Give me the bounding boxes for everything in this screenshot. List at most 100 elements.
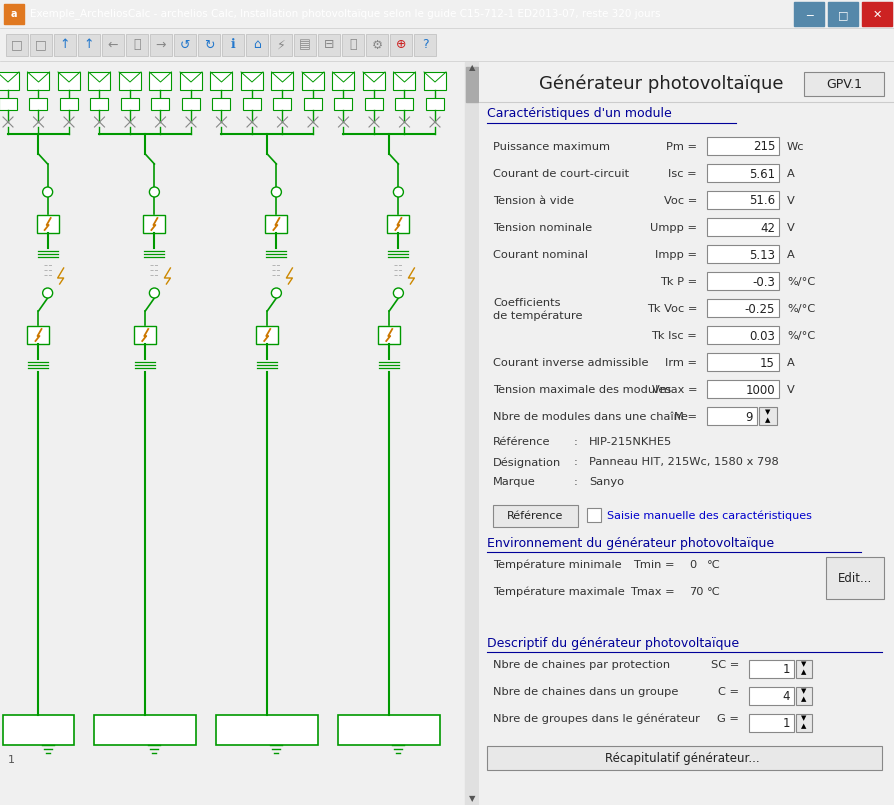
Text: Puissance maximum: Puissance maximum <box>493 142 610 152</box>
Text: °C: °C <box>707 560 721 570</box>
Bar <box>78 34 100 56</box>
Text: ─: ─ <box>805 10 813 20</box>
Bar <box>213 98 231 110</box>
Text: A: A <box>787 250 795 260</box>
Bar <box>426 98 444 110</box>
Text: Courant inverse admissible: Courant inverse admissible <box>493 358 648 368</box>
Text: ▲: ▲ <box>468 63 476 72</box>
Bar <box>243 98 261 110</box>
Text: G =: G = <box>717 714 739 724</box>
Text: 5.61: 5.61 <box>749 167 775 180</box>
Text: :: : <box>574 477 578 487</box>
Text: □: □ <box>838 10 848 20</box>
Text: ▼: ▼ <box>765 409 771 415</box>
Text: :: : <box>574 437 578 447</box>
Text: Générateur photovoltaïque: Générateur photovoltaïque <box>539 75 784 93</box>
Bar <box>270 34 292 56</box>
Text: V: V <box>787 223 795 233</box>
Text: ↺: ↺ <box>180 39 190 52</box>
Text: ⊟: ⊟ <box>324 39 334 52</box>
Text: ↑: ↑ <box>60 39 71 52</box>
Text: ✕: ✕ <box>873 10 881 20</box>
Text: ⚙: ⚙ <box>371 39 383 52</box>
Text: ▼: ▼ <box>801 715 806 721</box>
Text: ⊕: ⊕ <box>396 39 406 52</box>
Bar <box>3 715 74 745</box>
Text: Tk P =: Tk P = <box>660 277 697 287</box>
Bar <box>387 215 409 233</box>
Text: Tension à vide: Tension à vide <box>493 196 574 206</box>
Text: Impp =: Impp = <box>655 250 697 260</box>
Text: Coefficients: Coefficients <box>493 298 561 308</box>
Bar <box>180 72 202 90</box>
Text: Edit...: Edit... <box>838 572 873 584</box>
Text: ▼: ▼ <box>468 794 476 803</box>
Bar <box>257 326 278 344</box>
Text: ↑: ↑ <box>84 39 94 52</box>
Text: Isc =: Isc = <box>669 169 697 179</box>
Circle shape <box>149 187 159 197</box>
Text: Tmax =: Tmax = <box>630 587 675 597</box>
Bar <box>143 215 165 233</box>
Text: 215: 215 <box>753 141 775 154</box>
Text: :: : <box>574 457 578 467</box>
Bar <box>89 72 111 90</box>
Bar <box>60 98 78 110</box>
Bar <box>216 715 318 745</box>
Circle shape <box>272 288 282 298</box>
Text: ←: ← <box>108 39 118 52</box>
Circle shape <box>43 288 53 298</box>
Text: V: V <box>787 196 795 206</box>
Text: □: □ <box>11 39 23 52</box>
Bar <box>294 34 316 56</box>
Text: 70: 70 <box>689 587 704 597</box>
Bar <box>28 72 49 90</box>
Text: Tension nominale: Tension nominale <box>493 223 592 233</box>
Bar <box>0 98 17 110</box>
Bar <box>796 714 812 732</box>
Text: Caractéristiques d'un module: Caractéristiques d'un module <box>487 108 671 121</box>
Text: %/°C: %/°C <box>787 277 815 287</box>
Bar <box>28 326 49 344</box>
Bar <box>333 72 355 90</box>
Text: Nbre de groupes dans le générateur: Nbre de groupes dans le générateur <box>493 714 700 724</box>
Text: ℹ: ℹ <box>231 39 235 52</box>
Text: Tmin =: Tmin = <box>634 560 675 570</box>
Text: ▲: ▲ <box>801 696 806 702</box>
Text: %/°C: %/°C <box>787 331 815 341</box>
Text: Référence: Référence <box>507 511 563 521</box>
Bar <box>342 34 364 56</box>
Bar <box>102 34 124 56</box>
Text: →: → <box>156 39 166 52</box>
Text: Tk Voc =: Tk Voc = <box>646 304 697 314</box>
Bar <box>707 245 779 263</box>
Bar <box>58 72 80 90</box>
Bar <box>150 34 172 56</box>
Bar <box>862 2 892 26</box>
Text: M =: M = <box>674 412 697 422</box>
Bar <box>393 72 416 90</box>
Text: A: A <box>787 169 795 179</box>
Text: 0: 0 <box>689 560 696 570</box>
Text: Tk Isc =: Tk Isc = <box>651 331 697 341</box>
Bar <box>365 98 383 110</box>
Text: 5.13: 5.13 <box>749 249 775 262</box>
Bar <box>0 72 19 90</box>
Bar <box>707 218 779 236</box>
Bar <box>707 191 779 209</box>
Text: 1: 1 <box>8 755 15 765</box>
Bar <box>828 2 858 26</box>
Bar <box>707 164 779 182</box>
Bar <box>182 98 200 110</box>
Text: □: □ <box>35 39 46 52</box>
Bar <box>334 98 352 110</box>
Text: Irm =: Irm = <box>665 358 697 368</box>
Text: HIP-215NKHE5: HIP-215NKHE5 <box>589 437 672 447</box>
Text: ▲: ▲ <box>765 417 771 423</box>
Bar <box>274 98 291 110</box>
Circle shape <box>272 187 282 197</box>
Text: Saisie manuelle des caractéristiques: Saisie manuelle des caractéristiques <box>607 510 812 522</box>
Circle shape <box>393 288 403 298</box>
Bar <box>378 326 401 344</box>
Bar <box>466 67 478 102</box>
